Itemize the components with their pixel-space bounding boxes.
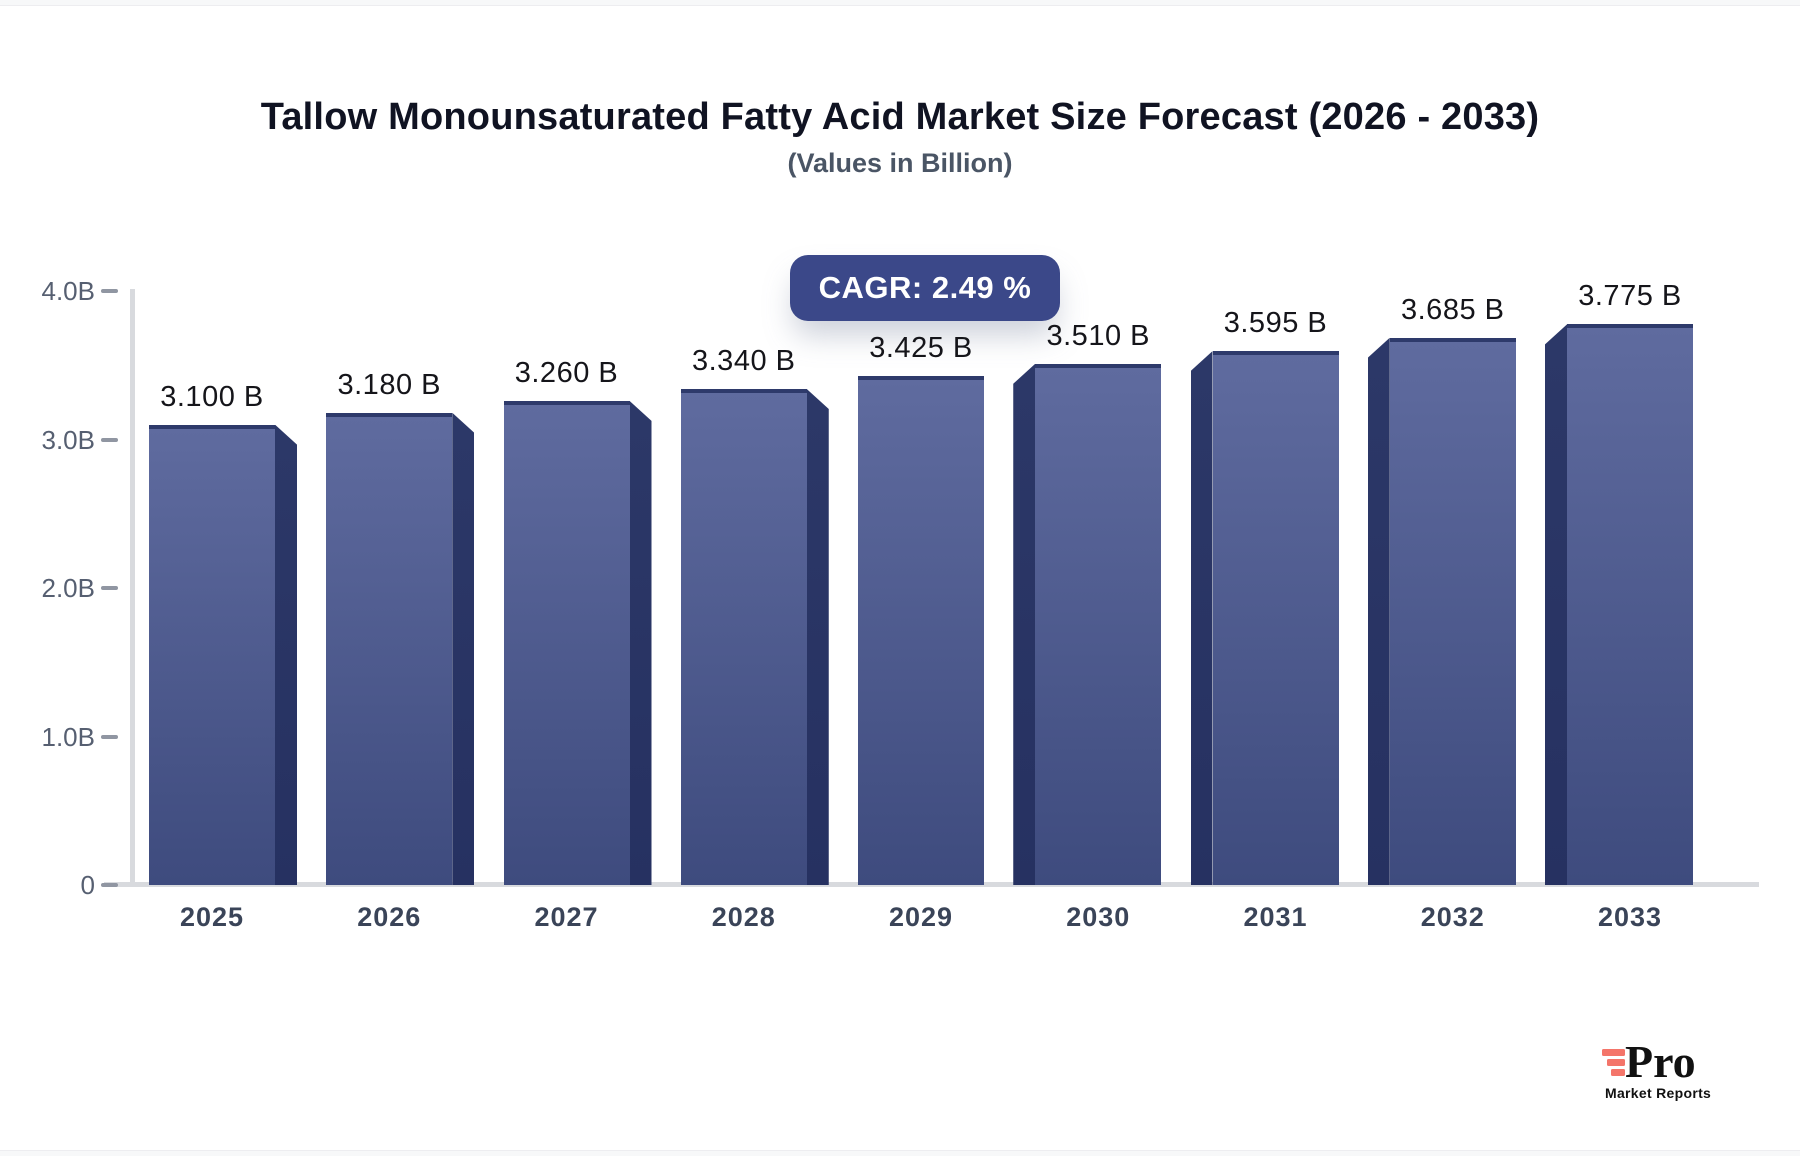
- bar-3d-side: [1190, 351, 1213, 885]
- bar-3d-side: [452, 412, 475, 885]
- x-tick-label-2032: 2032: [1420, 902, 1485, 932]
- page-top-edge: [0, 0, 1800, 6]
- bar-2030: [1035, 363, 1162, 885]
- cagr-badge: CAGR: 2.49 %: [790, 255, 1060, 321]
- y-tick-mark: [101, 586, 118, 590]
- chart-subtitle: (Values in Billion): [787, 148, 1013, 178]
- bar-3d-side: [1367, 337, 1390, 885]
- x-tick-label-2031: 2031: [1243, 902, 1308, 932]
- bar-value-label: 3.340 B: [692, 345, 796, 377]
- logo-speed-lines-icon: [1601, 1049, 1625, 1079]
- x-tick-label-2027: 2027: [534, 902, 599, 932]
- y-tick-label: 2.0B: [41, 573, 96, 603]
- y-tick-mark: [101, 734, 118, 739]
- x-tick-label-2028: 2028: [711, 902, 776, 932]
- x-tick-label-2026: 2026: [357, 902, 422, 932]
- bar-value-label: 3.100 B: [160, 380, 264, 413]
- bar-3d-side: [806, 389, 829, 885]
- bar-3d-side: [629, 400, 652, 885]
- bar-value-label: 3.775 B: [1578, 280, 1682, 313]
- bar-value-label: 3.685 B: [1401, 293, 1505, 326]
- y-tick-label: 3.0B: [41, 424, 96, 455]
- bar-value-label: 3.180 B: [337, 368, 441, 401]
- bar-value-label: 3.595 B: [1223, 307, 1328, 340]
- brand-logo: Pro Market Reports: [1601, 1036, 1771, 1101]
- bar-2027: [503, 400, 630, 885]
- cagr-badge-label: CAGR: 2.49 %: [818, 270, 1032, 305]
- x-tick-label-2030: 2030: [1066, 902, 1131, 932]
- x-tick-label-2029: 2029: [888, 902, 954, 932]
- y-tick-label: 1.0B: [41, 721, 96, 752]
- chart-title: Tallow Monounsaturated Fatty Acid Market…: [260, 96, 1540, 138]
- bar-value-label: 3.260 B: [514, 356, 619, 389]
- y-tick-mark: [101, 883, 118, 887]
- y-tick-label: 0: [80, 870, 95, 900]
- y-tick-mark: [101, 437, 118, 442]
- bar-2031: [1212, 351, 1339, 885]
- bar-value-label: 3.510 B: [1046, 319, 1150, 352]
- bar-value-label: 3.425 B: [869, 332, 973, 365]
- bar-2028: [680, 389, 807, 885]
- bar-2026: [326, 412, 453, 885]
- logo-subtext: Market Reports: [1605, 1085, 1712, 1101]
- y-tick-label: 4.0B: [41, 276, 96, 306]
- bar-2029: [858, 376, 984, 885]
- x-tick-label-2033: 2033: [1597, 902, 1663, 932]
- y-axis-line: [130, 289, 135, 886]
- bar-3d-side: [275, 424, 297, 885]
- bar-3d-side: [1013, 363, 1036, 885]
- bar-2032: [1389, 337, 1516, 885]
- y-tick-mark: [101, 289, 118, 293]
- bar-2033: [1567, 324, 1693, 885]
- page-bottom-edge: [0, 1150, 1800, 1156]
- bar-3d-side: [1545, 324, 1567, 885]
- logo-text: Pro: [1625, 1036, 1696, 1087]
- bar-2025: [149, 424, 275, 885]
- x-tick-label-2025: 2025: [179, 902, 245, 932]
